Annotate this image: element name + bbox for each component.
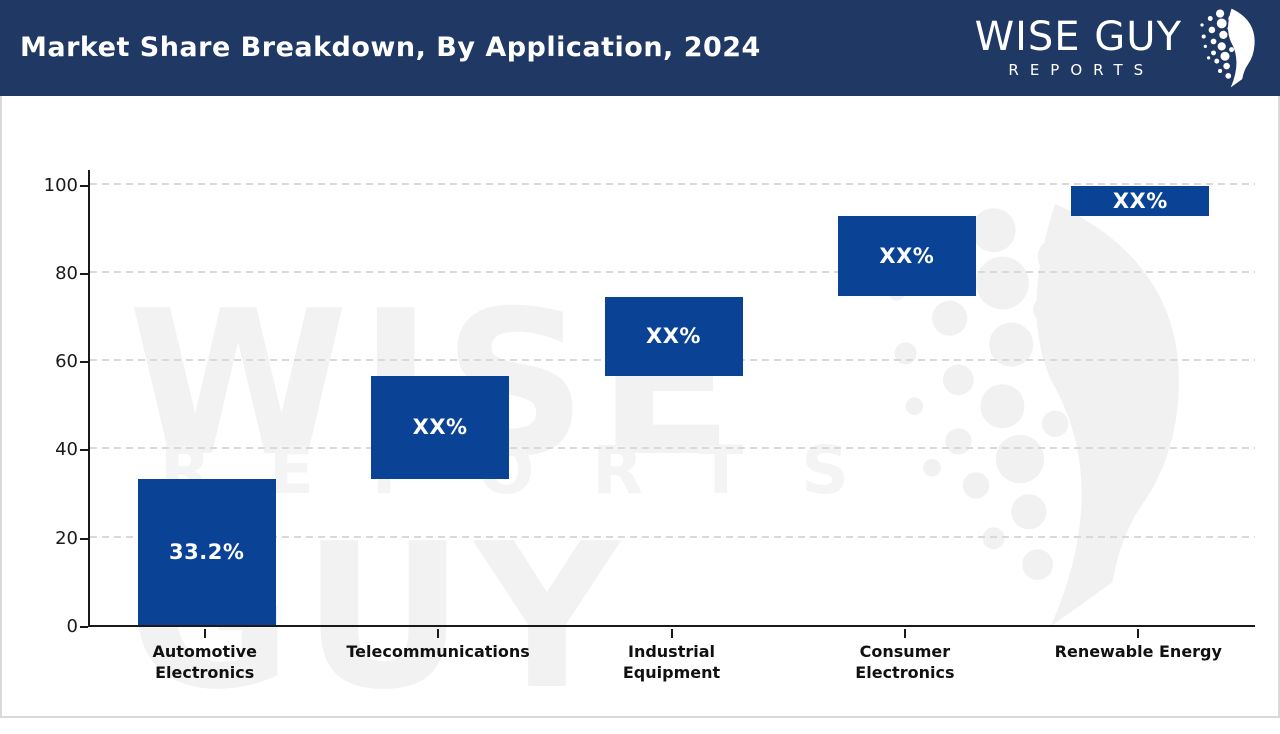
bar-consumer-electronics: XX% [837, 215, 976, 297]
x-tick-mark [903, 629, 906, 638]
logo-dotted-head-profile-icon [1200, 8, 1255, 88]
bar-value-label: XX% [879, 244, 935, 269]
x-category-label-line: Equipment [622, 663, 721, 682]
bar-automotive-electronics: 33.2% [137, 478, 276, 625]
x-category-label-line: Electronics [155, 663, 255, 682]
brand-logo: WISE GUY REPORTS [975, 6, 1266, 90]
bar-value-label: XX% [1112, 188, 1168, 213]
x-tick-mark [670, 629, 673, 638]
x-tick-mark [1137, 629, 1140, 638]
bar-value-label: XX% [646, 324, 701, 349]
gridline [90, 447, 1255, 450]
x-category-label-line: Consumer [859, 642, 951, 661]
x-category-label-line: Industrial [627, 642, 715, 661]
x-category-label: Renewable Energy [1008, 641, 1268, 662]
header-bar: Market Share Breakdown, By Application, … [0, 0, 1280, 96]
y-tick-label: 40 [55, 439, 78, 461]
gridline [90, 270, 1255, 273]
gridline [90, 182, 1255, 185]
y-tick-mark [80, 626, 88, 628]
x-category-label: Consumer Electronics [775, 641, 1035, 683]
gridline [90, 535, 1255, 538]
x-tick-mark [203, 629, 206, 638]
y-tick-mark [80, 272, 88, 275]
y-tick-mark [80, 449, 88, 452]
x-category-label-line: Automotive [152, 642, 257, 661]
y-tick-mark [80, 537, 88, 540]
y-tick-mark [80, 361, 88, 364]
logo-wordmark: WISE GUY [974, 14, 1182, 60]
y-tick-label: 100 [43, 174, 78, 196]
x-category-label-line: Electronics [855, 663, 955, 682]
brand-logo-text: WISE GUY REPORTS [975, 17, 1182, 79]
y-tick-label: 0 [66, 616, 78, 637]
page-title: Market Share Breakdown, By Application, … [20, 32, 761, 63]
y-tick-label: 80 [55, 262, 78, 284]
logo-subtext: REPORTS [1008, 61, 1155, 79]
bar-renewable-energy: XX% [1071, 185, 1210, 216]
x-tick-mark [437, 629, 440, 638]
x-category-label: Automotive Electronics [75, 641, 335, 683]
y-tick-label: 20 [55, 527, 78, 549]
bar-value-label: XX% [412, 415, 468, 440]
bar-telecommunications: XX% [371, 375, 510, 479]
bar-value-label: 33.2% [169, 539, 245, 564]
x-category-label: Industrial Equipment [542, 641, 802, 683]
x-category-label: Telecommunications [308, 641, 568, 662]
x-category-label-line: Telecommunications [346, 642, 530, 661]
y-tick-mark [80, 184, 88, 187]
plot-area: 33.2% XX% XX% XX% XX% [88, 170, 1255, 627]
y-tick-label: 60 [55, 351, 78, 373]
x-category-label-line: Renewable Energy [1054, 642, 1222, 661]
bar-industrial-equipment: XX% [604, 297, 743, 376]
